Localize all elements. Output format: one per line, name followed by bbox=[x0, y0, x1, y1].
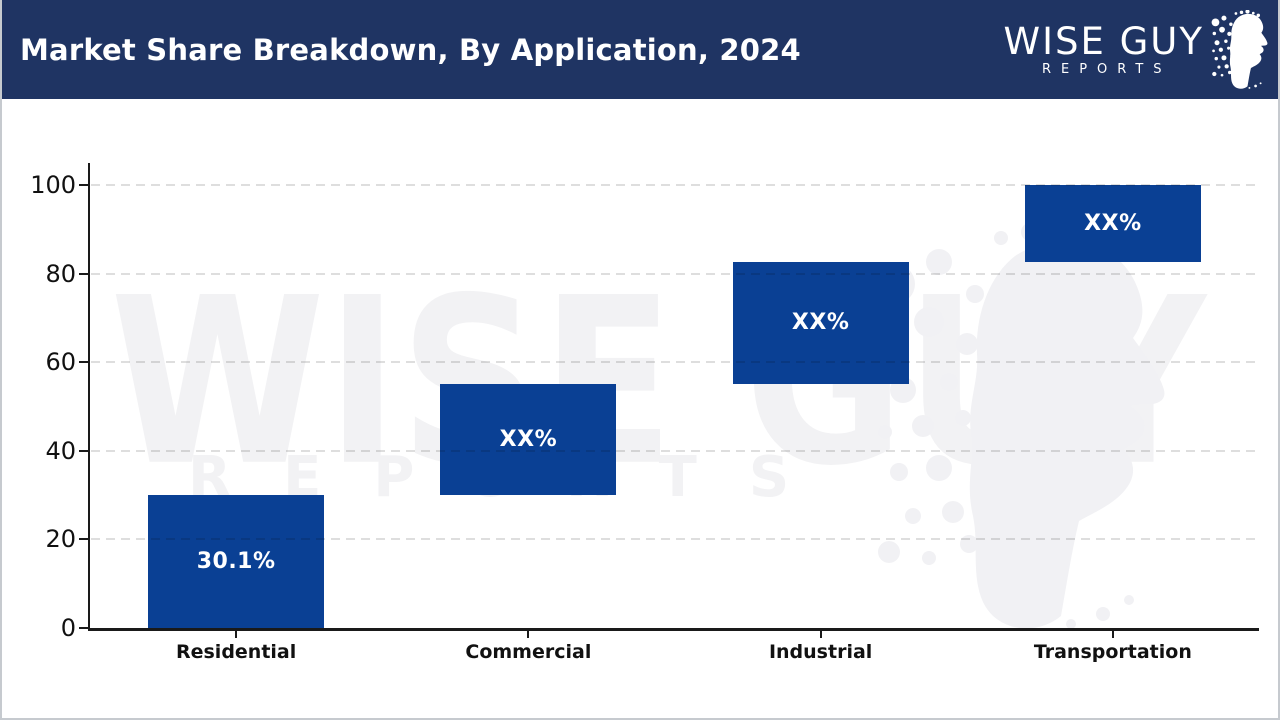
y-tick-label: 100 bbox=[30, 171, 76, 200]
brand-logo: WISE GUY REPORTS bbox=[1004, 6, 1268, 94]
y-tick bbox=[79, 361, 88, 364]
brand-subtitle: REPORTS bbox=[1041, 62, 1172, 78]
x-tick bbox=[235, 629, 238, 638]
y-tick-label: 80 bbox=[45, 259, 76, 288]
y-tick-label: 60 bbox=[45, 348, 76, 377]
y-axis bbox=[88, 163, 90, 630]
y-tick bbox=[79, 538, 88, 541]
bar: XX% bbox=[1024, 185, 1201, 263]
title-bar: Market Share Breakdown, By Application, … bbox=[2, 0, 1278, 99]
x-tick bbox=[527, 629, 530, 638]
wise-guy-face-icon bbox=[1210, 10, 1268, 91]
gridline bbox=[91, 449, 1259, 452]
y-tick bbox=[79, 272, 88, 275]
bar: 30.1% bbox=[148, 494, 325, 628]
y-tick bbox=[79, 627, 88, 629]
y-tick-label: 0 bbox=[60, 614, 76, 642]
x-axis bbox=[88, 628, 1259, 631]
x-tick bbox=[1111, 629, 1114, 638]
x-category-label: Transportation bbox=[1033, 641, 1192, 663]
gridline bbox=[91, 538, 1259, 541]
gridline bbox=[91, 184, 1259, 187]
bar-value-label: XX% bbox=[1084, 211, 1142, 237]
bar: XX% bbox=[732, 262, 909, 384]
bar-value-label: 30.1% bbox=[196, 548, 276, 574]
brand-wordmark: WISE GUY REPORTS bbox=[1003, 19, 1204, 78]
y-tick bbox=[79, 184, 88, 187]
bar-value-label: XX% bbox=[499, 426, 558, 452]
gridline bbox=[91, 272, 1259, 275]
x-category-label: Commercial bbox=[465, 641, 592, 663]
brand-name: WISE GUY bbox=[1003, 19, 1204, 63]
bar-value-label: XX% bbox=[791, 310, 850, 336]
page-title: Market Share Breakdown, By Application, … bbox=[20, 32, 801, 67]
gridline bbox=[91, 361, 1259, 364]
y-tick-label: 40 bbox=[45, 436, 76, 465]
y-tick bbox=[79, 449, 88, 452]
y-tick-label: 20 bbox=[45, 525, 76, 554]
bar: XX% bbox=[440, 383, 617, 495]
x-category-label: Industrial bbox=[768, 641, 873, 663]
x-tick bbox=[819, 629, 822, 638]
x-category-label: Residential bbox=[175, 641, 297, 663]
chart-area: WISE GUY REPORTS 02040608010030.1%Reside… bbox=[2, 99, 1278, 718]
